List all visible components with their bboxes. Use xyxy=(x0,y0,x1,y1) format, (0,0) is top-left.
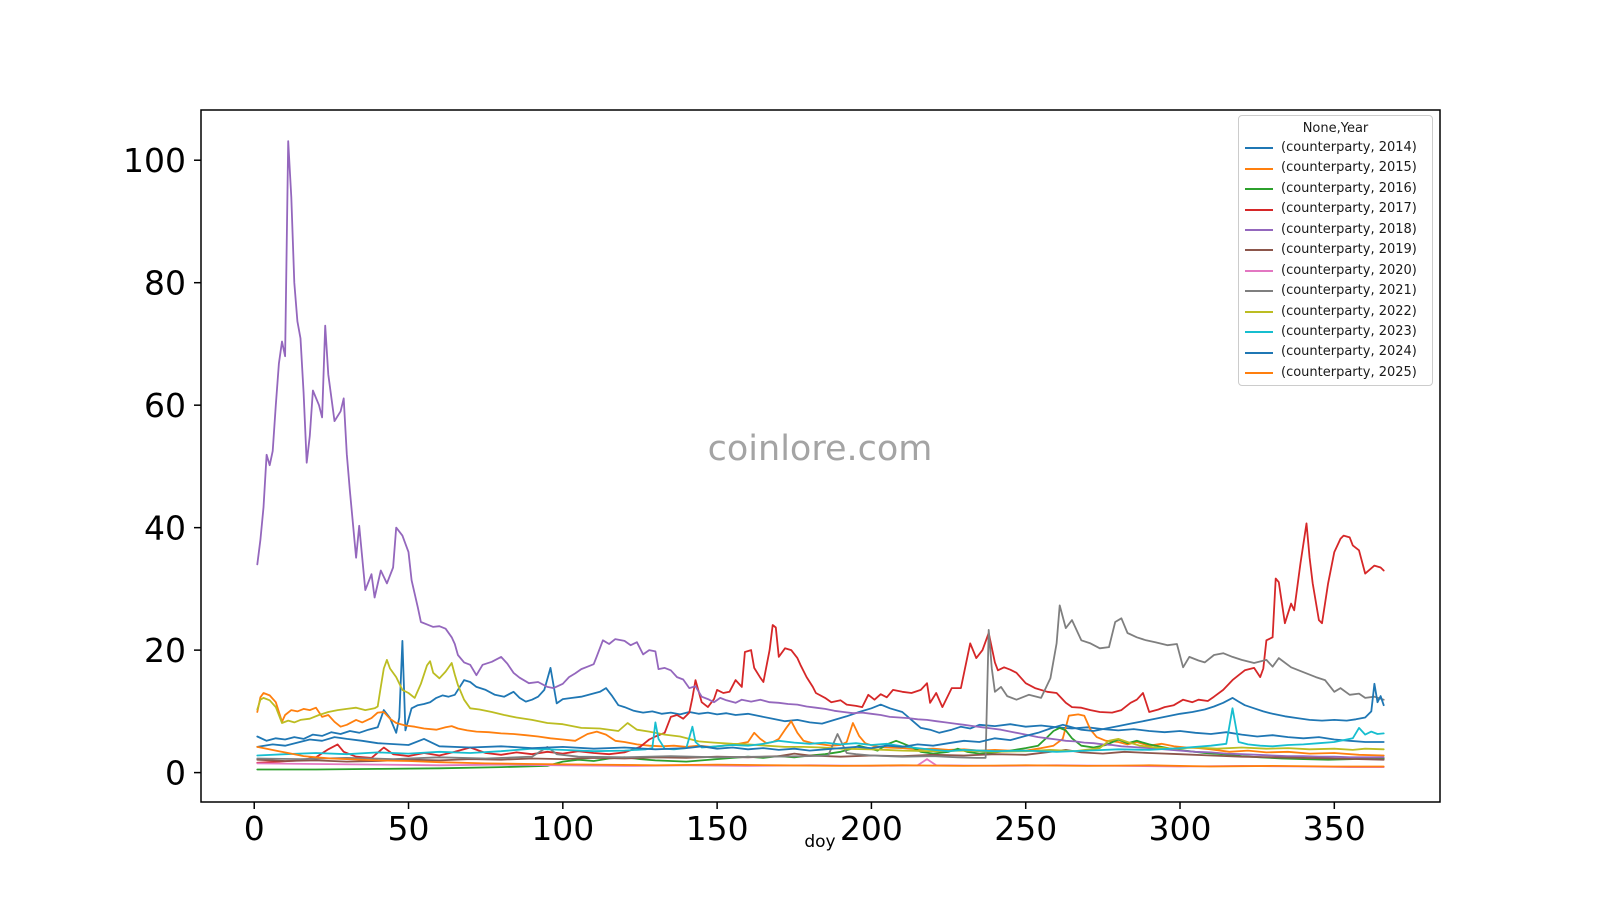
series-line-2014 xyxy=(256,640,1385,743)
legend-item-label: (counterparty, 2015) xyxy=(1281,160,1417,176)
legend-item: (counterparty, 2022) xyxy=(1245,302,1426,322)
legend-item: (counterparty, 2017) xyxy=(1245,199,1426,219)
legend-swatch xyxy=(1245,310,1273,313)
legend-item-label: (counterparty, 2014) xyxy=(1281,140,1417,155)
legend-item-label: (counterparty, 2024) xyxy=(1281,344,1417,360)
x-tick-label: 300 xyxy=(1149,809,1212,848)
x-axis-label: doy xyxy=(804,832,836,852)
legend-item: (counterparty, 2024) xyxy=(1245,342,1426,362)
y-tick-label: 0 xyxy=(165,754,186,793)
legend-item: (counterparty, 2015) xyxy=(1245,158,1426,178)
legend-swatch xyxy=(1245,351,1273,354)
legend-item: (counterparty, 2014) xyxy=(1245,138,1426,158)
series-line-2022 xyxy=(256,659,1385,753)
legend-swatch xyxy=(1245,290,1273,293)
legend-item-label: (counterparty, 2018) xyxy=(1281,221,1417,237)
y-tick-label: 20 xyxy=(144,631,186,670)
y-tick-label: 40 xyxy=(144,509,186,548)
x-tick-label: 100 xyxy=(531,809,594,848)
x-tick-label: 150 xyxy=(686,809,749,848)
series-line-2019 xyxy=(256,749,1385,763)
legend-swatch xyxy=(1245,188,1273,191)
legend-swatch xyxy=(1245,331,1273,334)
legend-swatch xyxy=(1245,147,1273,150)
x-tick-label: 50 xyxy=(388,809,430,848)
legend-item-label: (counterparty, 2025) xyxy=(1281,364,1417,380)
y-tick-label: 80 xyxy=(144,264,186,303)
axis-ticks: 0 50 100 150 200 250 300 350 0 20 40 60 80 100 xyxy=(123,141,1366,848)
legend-item: (counterparty, 2025) xyxy=(1245,363,1426,383)
legend-item: (counterparty, 2016) xyxy=(1245,179,1426,199)
x-tick-label: 250 xyxy=(994,809,1057,848)
series-line-2023 xyxy=(256,707,1385,757)
watermark-text: coinlore.com xyxy=(707,429,933,469)
legend-swatch xyxy=(1245,372,1273,375)
y-tick-label: 60 xyxy=(144,386,186,425)
legend-item-label: (counterparty, 2023) xyxy=(1281,323,1417,339)
legend-swatch xyxy=(1245,269,1273,272)
legend-item-label: (counterparty, 2019) xyxy=(1281,242,1417,258)
y-tick-label: 100 xyxy=(123,141,186,180)
x-tick-label: 200 xyxy=(840,809,903,848)
legend-swatch xyxy=(1245,249,1273,252)
series-line-2018 xyxy=(256,140,1385,759)
legend-swatch xyxy=(1245,208,1273,211)
series-line-2015 xyxy=(256,692,1385,757)
series-line-2025 xyxy=(256,746,1385,768)
legend-item-label: (counterparty, 2021) xyxy=(1281,283,1417,299)
legend-items: (counterparty, 2014) (counterparty, 2015)… xyxy=(1245,138,1426,383)
legend-item-label: (counterparty, 2022) xyxy=(1281,303,1417,319)
legend-swatch xyxy=(1245,167,1273,170)
legend-title: None,Year xyxy=(1302,121,1369,136)
legend-item-label: (counterparty, 2016) xyxy=(1281,180,1417,196)
x-tick-label: 0 xyxy=(244,809,265,848)
legend-item-label: (counterparty, 2020) xyxy=(1281,262,1417,278)
legend-item: (counterparty, 2021) xyxy=(1245,281,1426,301)
legend-item: (counterparty, 2020) xyxy=(1245,261,1426,281)
series-line-2021 xyxy=(256,604,1385,760)
legend-item-label: (counterparty, 2017) xyxy=(1281,201,1417,217)
legend-item: (counterparty, 2018) xyxy=(1245,220,1426,240)
legend: None,Year (counterparty, 2014) (counterpa… xyxy=(1238,115,1433,386)
series-line-2017 xyxy=(256,522,1385,764)
legend-item: (counterparty, 2019) xyxy=(1245,240,1426,260)
series-line-2024 xyxy=(256,682,1385,752)
x-tick-label: 350 xyxy=(1303,809,1366,848)
legend-swatch xyxy=(1245,228,1273,231)
legend-item: (counterparty, 2023) xyxy=(1245,322,1426,342)
plot-border xyxy=(200,109,1441,803)
series-lines xyxy=(256,140,1385,771)
